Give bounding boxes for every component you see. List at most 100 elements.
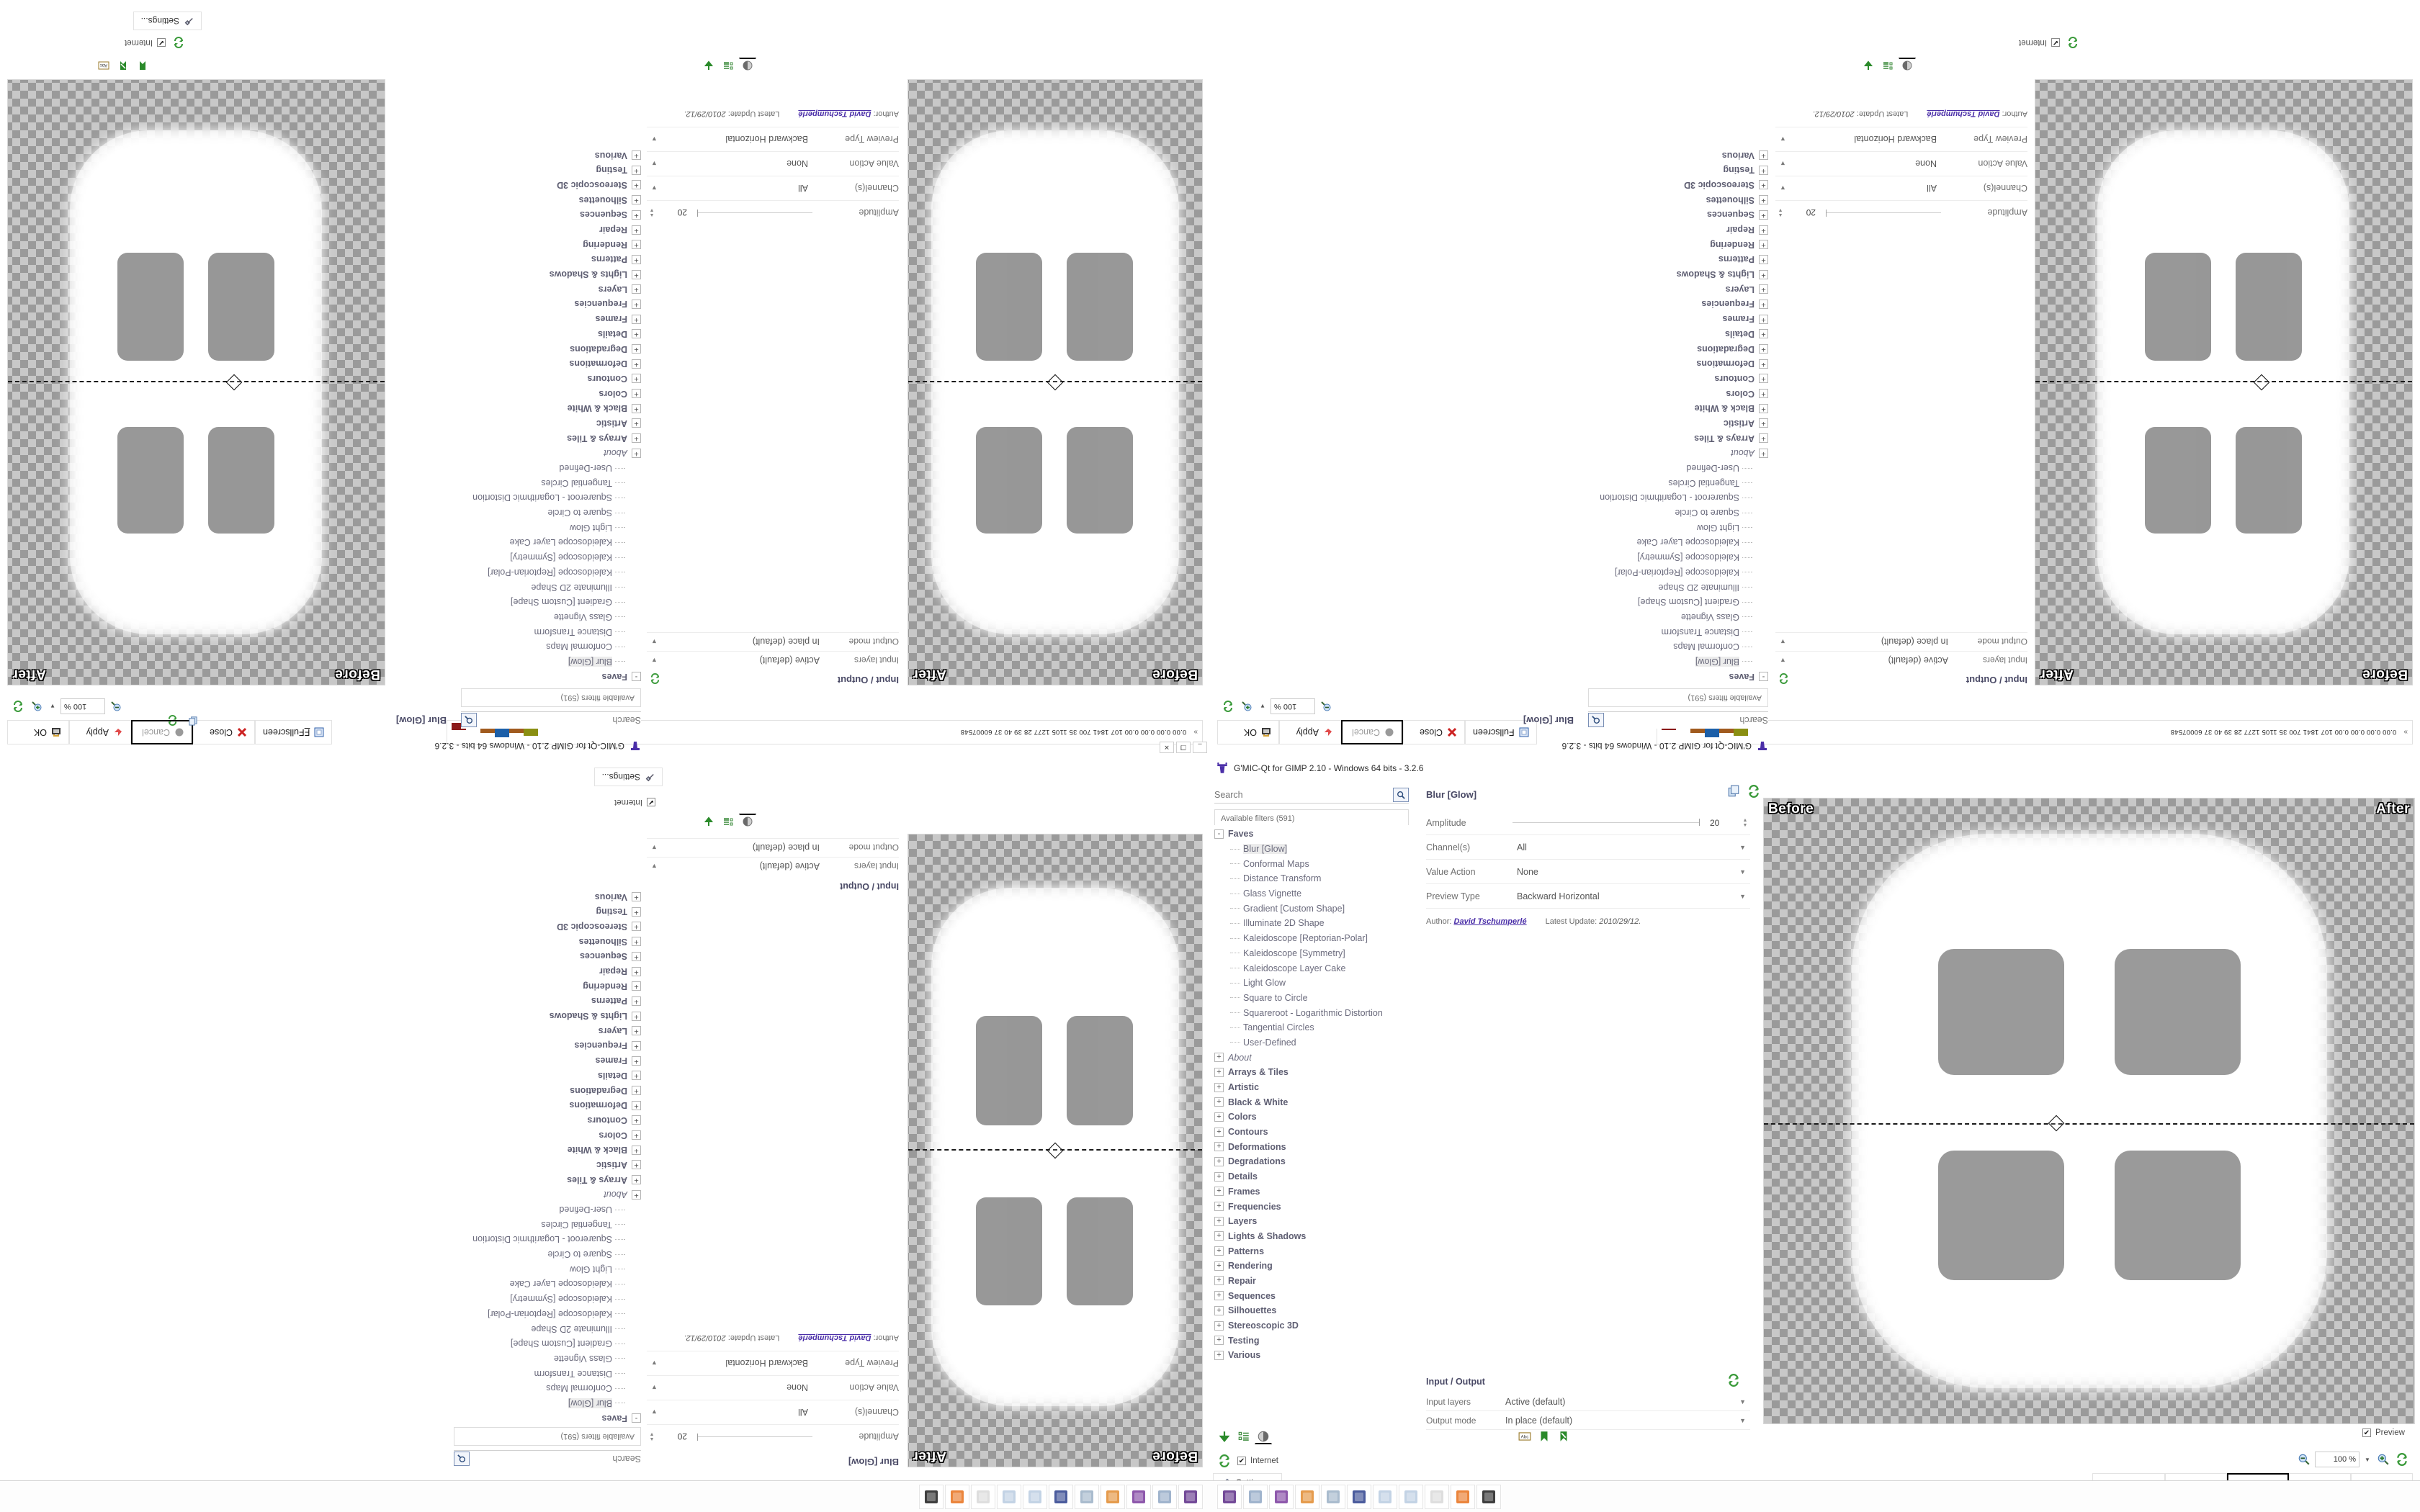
io-row[interactable]: Output mode In place (default) ▼ — [647, 838, 899, 857]
reset-io-icon[interactable] — [1725, 1372, 1742, 1388]
search-input[interactable] — [470, 1454, 641, 1464]
tree-category[interactable]: + Lights & Shadows — [1214, 1229, 1409, 1244]
tree-category[interactable]: + Arrays & Tiles — [454, 1172, 641, 1187]
expander-icon[interactable]: + — [1214, 1261, 1224, 1271]
param-row-channels[interactable]: Channel(s) All ▼ — [647, 176, 899, 200]
expander-icon[interactable]: + — [632, 210, 641, 220]
cancel-button[interactable]: Cancel — [1341, 720, 1403, 744]
preview-mode-icon[interactable] — [739, 58, 756, 73]
tree-category[interactable]: + Testing — [1214, 1333, 1409, 1348]
expander-icon[interactable]: + — [632, 418, 641, 428]
textfile-taskbar-icon[interactable] — [1321, 1484, 1345, 1509]
value-action-select[interactable]: None ▼ — [1780, 158, 1937, 169]
expander-icon[interactable]: + — [1214, 1216, 1224, 1226]
tree-category[interactable]: + Silhouettes — [1588, 192, 1768, 207]
expander-icon[interactable]: + — [632, 374, 641, 384]
expander-icon[interactable]: + — [1759, 418, 1768, 428]
expander-icon[interactable]: + — [1759, 314, 1768, 324]
amplitude-slider[interactable] — [1826, 212, 1941, 213]
tree-filter-item[interactable]: Blur [Glow] — [1214, 842, 1409, 857]
rename-fave-icon[interactable]: Abc — [95, 58, 112, 73]
expander-icon[interactable]: + — [632, 1100, 641, 1110]
expander-icon[interactable]: + — [1214, 1350, 1224, 1360]
expander-icon[interactable]: + — [632, 1056, 641, 1066]
expander-icon[interactable]: + — [1759, 299, 1768, 309]
tree-category[interactable]: + Contours — [1588, 372, 1768, 387]
chevron-down-icon[interactable]: ▼ — [2365, 1456, 2370, 1463]
textfile-taskbar-icon[interactable] — [1075, 1484, 1099, 1509]
zoom-value[interactable]: 100 % — [2315, 1452, 2360, 1467]
param-row-value-action[interactable]: Value Action None ▼ — [1426, 860, 1750, 884]
refresh-internet-icon[interactable] — [2064, 35, 2081, 50]
tree-filter-item[interactable]: Illuminate 2D Shape — [1588, 580, 1768, 595]
preview-type-select[interactable]: Backward Horizontal ▼ — [1780, 134, 1937, 145]
tree-category[interactable]: - Faves — [454, 1410, 641, 1426]
tree-category[interactable]: + Degradations — [1214, 1154, 1409, 1169]
notepad2-taskbar-icon[interactable] — [997, 1484, 1021, 1509]
expander-icon[interactable]: + — [1759, 374, 1768, 384]
io-row[interactable]: Input layers Active (default) ▼ — [647, 857, 899, 876]
blender-taskbar-icon[interactable] — [1295, 1484, 1319, 1509]
amplitude-value[interactable]: 20 — [1710, 817, 1720, 828]
tree-filter-item[interactable]: Glass Vignette — [1214, 886, 1409, 901]
add-fave-icon[interactable] — [1536, 1428, 1553, 1444]
expander-icon[interactable]: + — [1759, 240, 1768, 250]
expander-icon[interactable]: + — [1759, 150, 1768, 161]
tree-category[interactable]: + About — [1588, 446, 1768, 461]
input-layers-select[interactable]: Active (default) ▼ — [651, 655, 820, 666]
preview-pane-right[interactable]: Before After — [7, 79, 385, 685]
tree-category[interactable]: + Black & White — [454, 1143, 641, 1158]
tree-category[interactable]: + Details — [1214, 1169, 1409, 1184]
internet-checkbox[interactable]: ✔ — [1237, 1457, 1246, 1465]
tree-category[interactable]: + Various — [461, 148, 641, 163]
tree-category[interactable]: + About — [1214, 1050, 1409, 1065]
tree-filter-item[interactable]: Kaleidoscope Layer Cake — [1214, 960, 1409, 976]
refresh-internet-icon[interactable] — [170, 35, 187, 50]
tree-filter-item[interactable]: Gradient [Custom Shape] — [1214, 901, 1409, 916]
output-mode-select[interactable]: In place (default) ▼ — [651, 636, 820, 647]
expander-icon[interactable]: + — [1759, 165, 1768, 175]
expander-icon[interactable]: + — [1759, 210, 1768, 220]
param-row-value-action[interactable]: Value Action None ▼ — [647, 1375, 899, 1400]
tree-category[interactable]: + Stereoscopic 3D — [454, 919, 641, 935]
expander-icon[interactable]: - — [1759, 672, 1768, 682]
tree-filter-item[interactable]: User-Defined — [1588, 461, 1768, 476]
tree-category[interactable]: + Contours — [454, 1113, 641, 1128]
tree-category[interactable]: + Testing — [1588, 163, 1768, 178]
search-input[interactable] — [1214, 789, 1393, 800]
copy-parameters-icon[interactable] — [1725, 783, 1742, 799]
search-icon[interactable] — [1393, 787, 1409, 802]
preview-split-line[interactable] — [2035, 381, 2412, 382]
refresh-internet-icon[interactable] — [1216, 1453, 1233, 1469]
expander-icon[interactable]: + — [1214, 1067, 1224, 1077]
tree-filter-item[interactable]: Light Glow — [461, 520, 641, 535]
param-row-value-action[interactable]: Value Action None ▼ — [647, 151, 899, 176]
calculator-taskbar-icon[interactable] — [1152, 1484, 1177, 1509]
author-link[interactable]: David Tschumperlé — [1453, 917, 1527, 926]
tree-filter-item[interactable]: Kaleidoscope [Symmetry] — [461, 550, 641, 565]
tree-filter-item[interactable]: Kaleidoscope Layer Cake — [454, 1277, 641, 1292]
ok-button[interactable]: OK — [1217, 720, 1279, 744]
copy-parameters-icon[interactable] — [184, 713, 202, 729]
apply-button[interactable]: Apply — [69, 720, 131, 744]
preview-mode-icon[interactable] — [1899, 58, 1916, 73]
search-box[interactable] — [454, 1450, 641, 1467]
tree-category[interactable]: + Testing — [454, 904, 641, 919]
tree-filter-item[interactable]: Distance Transform — [454, 1366, 641, 1381]
preview-checkbox[interactable]: ✔ — [2362, 1428, 2371, 1437]
input-layers-select[interactable]: Active (default) ▼ — [1505, 1396, 1746, 1407]
amplitude-stepper[interactable]: ▲ ▼ — [649, 1431, 655, 1442]
expander-icon[interactable]: + — [632, 1145, 641, 1155]
internet-checkbox[interactable]: ✔ — [647, 798, 655, 806]
tree-filter-item[interactable]: Conformal Maps — [1214, 856, 1409, 871]
tree-filter-item[interactable]: Square to Circle — [454, 1247, 641, 1262]
tree-category[interactable]: + Repair — [454, 964, 641, 979]
expander-icon[interactable]: + — [1214, 1187, 1224, 1197]
reset-zoom-icon[interactable] — [10, 698, 26, 714]
expander-icon[interactable]: + — [1214, 1097, 1224, 1107]
tree-category[interactable]: + Contours — [461, 372, 641, 387]
tree-filter-item[interactable]: Conformal Maps — [461, 639, 641, 654]
expander-icon[interactable]: - — [1214, 829, 1224, 839]
tree-category[interactable]: + Repair — [1214, 1274, 1409, 1289]
tree-category[interactable]: + Sequences — [461, 207, 641, 222]
